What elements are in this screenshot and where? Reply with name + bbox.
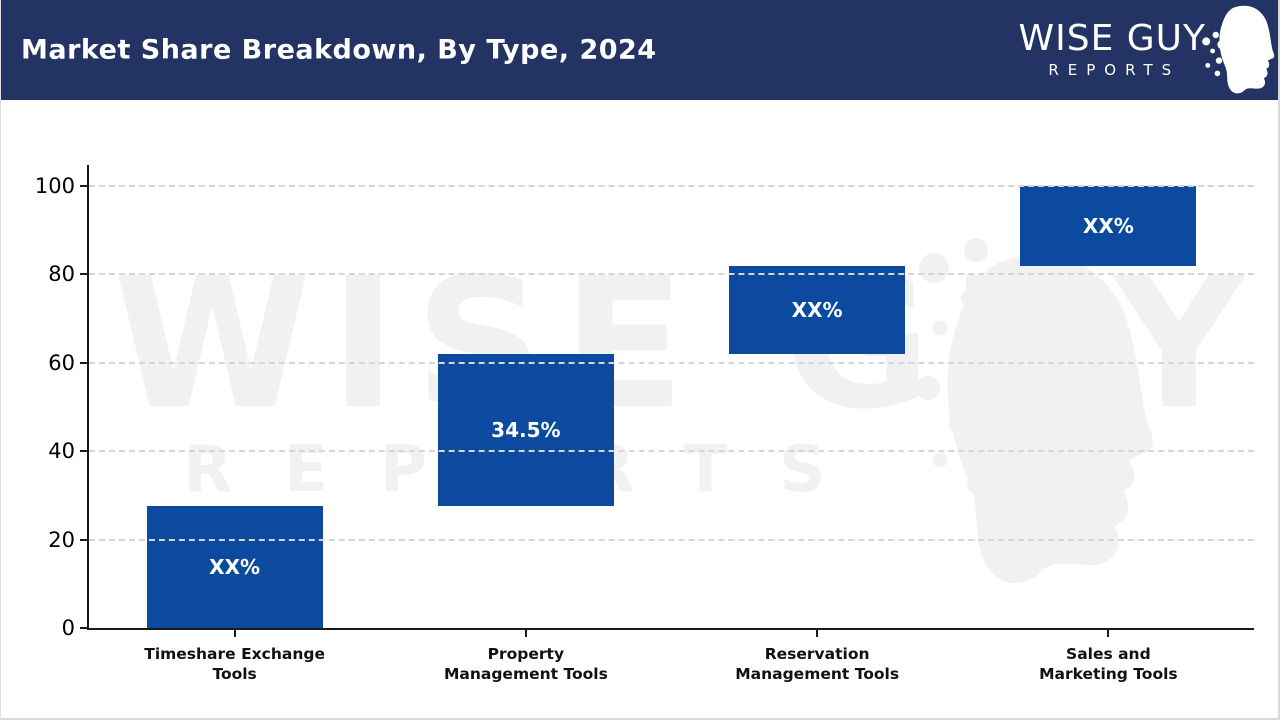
y-tick-mark [80,185,87,187]
y-tick-mark [80,273,87,276]
bar-segment: XX% [146,506,323,628]
y-tick-mark [80,361,87,364]
gridline [89,450,1254,453]
brand-name: WISE GUY [1018,18,1206,59]
y-tick-label: 20 [48,527,75,552]
x-axis-line [87,628,1254,630]
y-tick-label: 60 [48,350,75,375]
y-tick-mark [80,450,87,453]
header-bar: Market Share Breakdown, By Type, 2024 WI… [1,0,1278,100]
x-tick-mark [233,630,236,637]
x-tick-mark [1107,630,1110,637]
y-tick-label: 0 [61,616,75,640]
bar-segment: XX% [1020,186,1197,266]
gridline [89,538,1254,541]
bar-value-label: XX% [791,297,843,322]
chart-plot-area: 0 20 40 60 80 100 XX% Timeshare Exchange Tools 34… [35,165,1254,683]
brand-head-icon [1202,5,1275,94]
x-category-label: Sales and Marketing Tools [1039,645,1178,684]
bar-value-label: XX% [1082,213,1134,238]
brand-wordmark: WISE GUY REPORTS [1018,18,1207,80]
x-tick-mark [816,630,819,637]
x-category-label: Timeshare Exchange Tools [144,645,325,684]
y-tick-mark [80,538,87,541]
x-tick-mark [524,630,527,637]
y-axis-line [87,165,89,630]
y-tick-label: 40 [48,439,75,464]
brand-logo: WISE GUY REPORTS [1019,0,1279,100]
bar-value-label: 34.5% [491,418,561,443]
chart-title: Market Share Breakdown, By Type, 2024 [21,34,657,66]
x-category-label: Reservation Management Tools [735,645,900,684]
bar-segment: 34.5% [437,353,614,507]
gridline [89,185,1254,187]
y-tick-mark [80,627,87,629]
gridline [89,273,1254,276]
brand-subname: REPORTS [1048,61,1181,79]
y-tick-label: 100 [34,174,75,198]
x-category-label: Property Management Tools [443,645,608,684]
bar-value-label: XX% [209,555,261,580]
y-tick-label: 80 [48,262,75,287]
bar-segment: XX% [729,265,906,354]
gridline [89,361,1254,364]
